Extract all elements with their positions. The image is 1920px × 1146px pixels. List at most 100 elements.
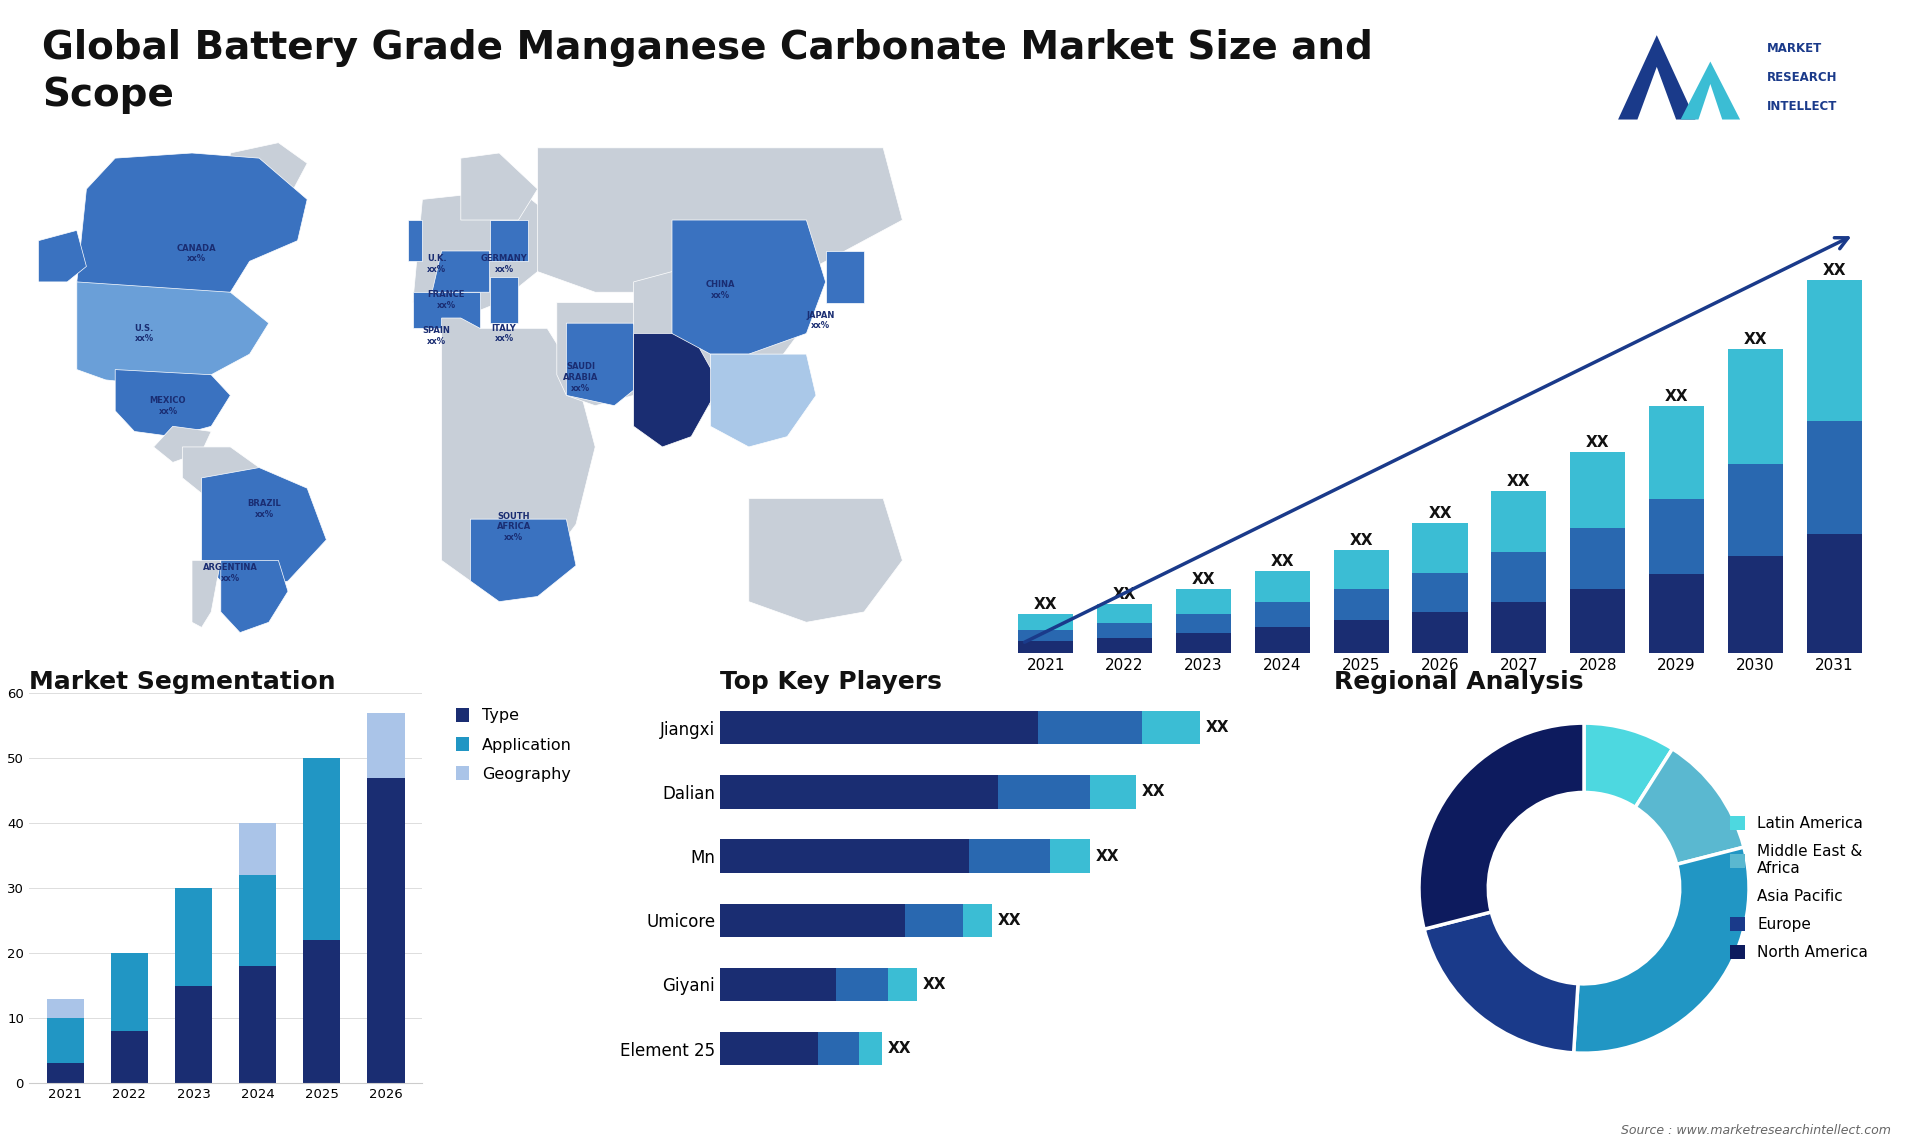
- Polygon shape: [202, 468, 326, 591]
- Bar: [1807, 421, 1862, 534]
- Text: ARGENTINA
xx%: ARGENTINA xx%: [204, 564, 257, 583]
- Text: Market Segmentation: Market Segmentation: [29, 670, 336, 694]
- Polygon shape: [566, 323, 653, 406]
- Polygon shape: [490, 220, 528, 261]
- Polygon shape: [710, 354, 816, 447]
- Bar: [904, 903, 964, 937]
- Bar: [1091, 775, 1137, 809]
- Text: XX: XX: [1743, 331, 1766, 346]
- Polygon shape: [1619, 36, 1695, 119]
- Polygon shape: [826, 251, 864, 303]
- Polygon shape: [432, 251, 490, 292]
- Bar: [303, 759, 340, 940]
- Bar: [1492, 552, 1546, 602]
- Bar: [1096, 623, 1152, 637]
- Text: XX: XX: [998, 912, 1021, 928]
- Text: ITALY
xx%: ITALY xx%: [492, 323, 516, 344]
- Text: XX: XX: [887, 1041, 912, 1057]
- Polygon shape: [557, 303, 653, 406]
- Bar: [720, 839, 970, 873]
- Bar: [1649, 499, 1705, 574]
- Bar: [1413, 524, 1467, 573]
- Bar: [1018, 614, 1073, 630]
- Bar: [46, 998, 84, 1018]
- Bar: [720, 967, 835, 1002]
- Bar: [111, 953, 148, 1031]
- Text: XX: XX: [1665, 388, 1688, 403]
- Text: XX: XX: [1114, 587, 1137, 602]
- Bar: [175, 986, 211, 1083]
- Bar: [964, 903, 993, 937]
- Polygon shape: [407, 220, 422, 261]
- Text: XX: XX: [1096, 848, 1119, 864]
- Bar: [1571, 589, 1626, 653]
- Wedge shape: [1425, 912, 1578, 1053]
- Polygon shape: [182, 447, 259, 493]
- Legend: Type, Application, Geography: Type, Application, Geography: [449, 701, 578, 788]
- Text: U.S.
xx%: U.S. xx%: [134, 323, 154, 344]
- Wedge shape: [1574, 847, 1749, 1053]
- Polygon shape: [192, 560, 221, 628]
- Polygon shape: [1680, 62, 1740, 119]
- Text: XX: XX: [1206, 720, 1229, 736]
- Text: JAPAN
xx%: JAPAN xx%: [806, 311, 835, 330]
- Bar: [1728, 464, 1784, 556]
- Polygon shape: [227, 142, 307, 215]
- Wedge shape: [1419, 723, 1584, 929]
- Text: SPAIN
xx%: SPAIN xx%: [422, 327, 451, 346]
- Text: GERMANY
xx%: GERMANY xx%: [480, 254, 528, 274]
- Polygon shape: [461, 152, 538, 220]
- Bar: [1807, 534, 1862, 653]
- Text: INDIA
xx%: INDIA xx%: [645, 368, 670, 387]
- Text: XX: XX: [1192, 572, 1215, 587]
- Text: XX: XX: [922, 976, 947, 992]
- Text: Regional Analysis: Regional Analysis: [1334, 670, 1584, 694]
- Bar: [1175, 614, 1231, 633]
- Bar: [1039, 711, 1142, 745]
- Text: MARKET: MARKET: [1766, 42, 1822, 55]
- Bar: [1649, 574, 1705, 653]
- Bar: [1807, 280, 1862, 421]
- Bar: [835, 967, 887, 1002]
- Polygon shape: [413, 292, 480, 328]
- Polygon shape: [115, 369, 230, 437]
- Bar: [1254, 571, 1309, 603]
- Bar: [1334, 620, 1388, 653]
- Bar: [240, 823, 276, 876]
- Text: BRAZIL
xx%: BRAZIL xx%: [248, 499, 280, 519]
- Text: XX: XX: [1507, 474, 1530, 489]
- Text: FRANCE
xx%: FRANCE xx%: [428, 290, 465, 309]
- Text: XX: XX: [1271, 554, 1294, 570]
- Bar: [175, 888, 211, 986]
- Polygon shape: [749, 499, 902, 622]
- Text: XX: XX: [1586, 435, 1609, 450]
- Bar: [303, 940, 340, 1083]
- Bar: [1175, 633, 1231, 653]
- Bar: [720, 903, 904, 937]
- Text: RESEARCH: RESEARCH: [1766, 71, 1837, 84]
- Text: SAUDI
ARABIA
xx%: SAUDI ARABIA xx%: [563, 362, 599, 393]
- Bar: [858, 1031, 881, 1066]
- Bar: [1492, 602, 1546, 653]
- Bar: [1334, 589, 1388, 620]
- Bar: [1728, 348, 1784, 464]
- Bar: [1571, 452, 1626, 528]
- Bar: [1096, 637, 1152, 653]
- Text: CANADA
xx%: CANADA xx%: [177, 244, 217, 264]
- Bar: [720, 1031, 818, 1066]
- Bar: [1175, 589, 1231, 614]
- Bar: [1254, 603, 1309, 627]
- Bar: [240, 876, 276, 966]
- Text: Top Key Players: Top Key Players: [720, 670, 943, 694]
- Legend: Latin America, Middle East &
Africa, Asia Pacific, Europe, North America: Latin America, Middle East & Africa, Asi…: [1724, 810, 1874, 966]
- Bar: [367, 713, 405, 778]
- Polygon shape: [221, 560, 288, 633]
- Polygon shape: [538, 148, 902, 292]
- Polygon shape: [77, 152, 307, 303]
- Bar: [1254, 627, 1309, 653]
- Text: CHINA
xx%: CHINA xx%: [705, 280, 735, 299]
- Polygon shape: [442, 317, 595, 591]
- Bar: [1096, 604, 1152, 623]
- Text: XX: XX: [1142, 784, 1165, 800]
- Bar: [970, 839, 1050, 873]
